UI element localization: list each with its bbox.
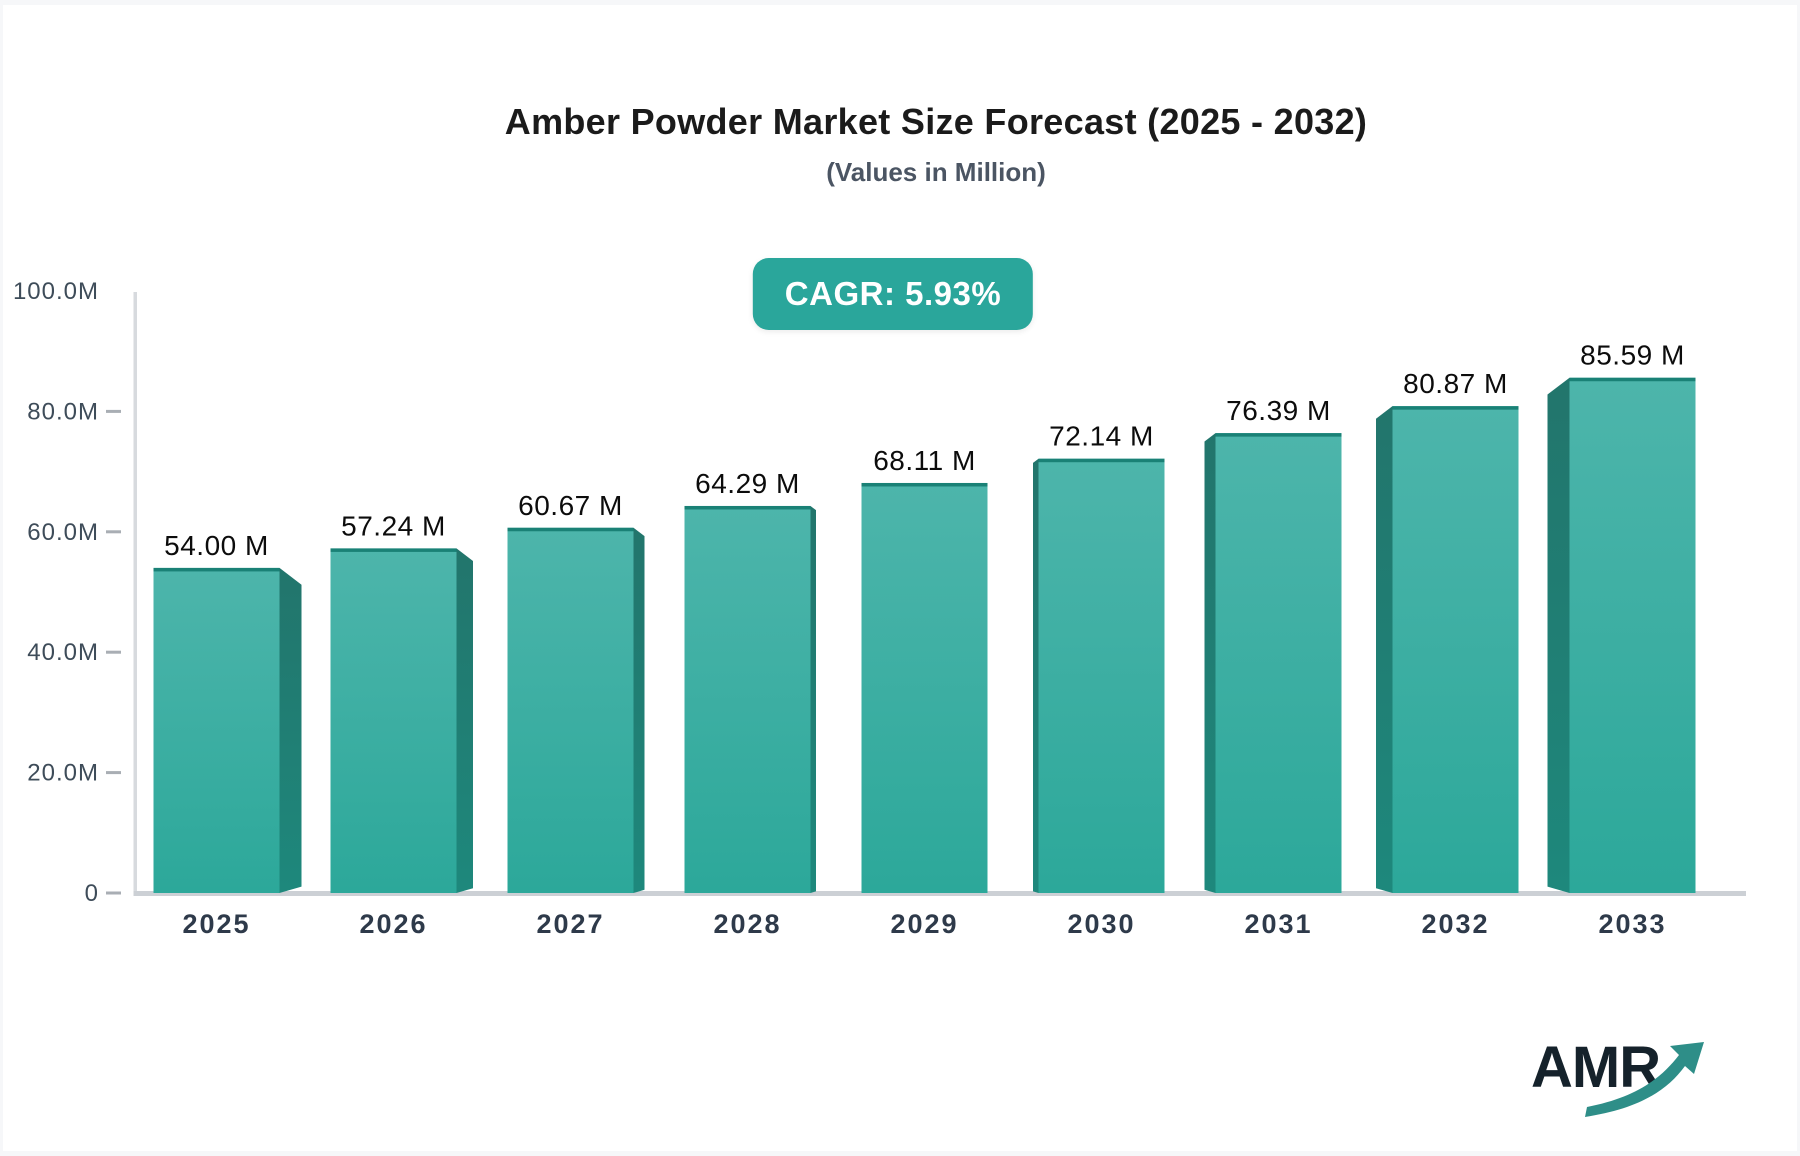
amr-logo: AMR <box>1531 1039 1704 1117</box>
bar-group-2029: 68.11 M 2029 <box>861 445 988 939</box>
x-axis-category-label: 2028 <box>713 909 781 939</box>
logo-text: AMR <box>1531 1035 1661 1100</box>
bar-value-label: 68.11 M <box>873 445 976 476</box>
bar-value-label: 76.39 M <box>1226 395 1331 426</box>
bar-top-edge <box>1215 433 1342 437</box>
bar-side-face <box>1376 406 1393 893</box>
bar-value-label: 60.67 M <box>518 490 623 521</box>
chart-card: 100.0M 80.0M 60.0M 40.0M 20.0M 0 54.00 M 2025 57… <box>3 5 1797 1151</box>
bar-side-face <box>279 567 302 893</box>
x-axis-category-label: 2033 <box>1598 909 1666 939</box>
bar-front-face <box>684 505 811 893</box>
y-axis: 100.0M 80.0M 60.0M 40.0M 20.0M 0 <box>13 278 1746 907</box>
bar-front-face <box>1569 377 1696 894</box>
bar-value-label: 80.87 M <box>1403 368 1508 399</box>
y-axis-tick-label: 0 <box>85 880 99 907</box>
bar-front-face <box>1215 433 1342 893</box>
bar-front-face <box>153 567 280 893</box>
bar-value-label: 57.24 M <box>341 510 446 541</box>
bar-front-face <box>1038 458 1165 893</box>
bar-top-edge <box>330 548 457 552</box>
y-axis-tick-label: 20.0M <box>27 760 99 787</box>
bar-top-edge <box>507 527 634 532</box>
bar-top-edge <box>1569 377 1696 382</box>
x-axis-category-label: 2029 <box>890 909 958 939</box>
bar-top-edge <box>684 505 811 510</box>
x-axis-category-label: 2031 <box>1244 909 1312 939</box>
cagr-badge: CAGR: 5.93% <box>752 258 1034 330</box>
y-axis-tick-mark <box>106 530 121 534</box>
y-axis-tick-label: 40.0M <box>27 639 99 666</box>
y-axis-tick-mark <box>106 891 121 895</box>
y-axis-tick-label: 80.0M <box>27 398 99 425</box>
bar-front-face <box>1392 406 1519 893</box>
bar-side-face <box>1204 433 1216 893</box>
x-axis-category-label: 2025 <box>182 909 250 939</box>
bar-group-2032: 80.87 M 2032 <box>1376 368 1519 939</box>
bar-front-face <box>330 548 457 893</box>
x-axis-category-label: 2026 <box>359 909 427 939</box>
y-axis-tick-mark <box>106 650 121 654</box>
y-axis-tick-label: 100.0M <box>13 278 99 305</box>
bar-top-edge <box>861 482 988 487</box>
bar-chart-canvas: 100.0M 80.0M 60.0M 40.0M 20.0M 0 54.00 M 2025 57… <box>13 278 1746 939</box>
upward-trend-arrow-icon <box>1585 1042 1704 1117</box>
bar-side-face <box>1033 458 1039 893</box>
bar-group-2028: 64.29 M 2028 <box>684 468 816 939</box>
chart-title: Amber Powder Market Size Forecast (2025 … <box>504 101 1368 142</box>
bar-value-label: 85.59 M <box>1580 340 1685 371</box>
bar-top-edge <box>1392 406 1519 410</box>
bar-group-2030: 72.14 M 2030 <box>1033 421 1165 939</box>
bar-group-2027: 60.67 M 2027 <box>507 490 645 939</box>
bar-top-edge <box>1038 458 1165 463</box>
bar-group-2033: 85.59 M 2033 <box>1547 340 1696 939</box>
bar-side-face <box>810 505 816 893</box>
bar-side-face <box>1547 377 1570 894</box>
y-axis-tick-label: 60.0M <box>27 519 99 546</box>
bar-group-2031: 76.39 M 2031 <box>1204 395 1342 939</box>
bar-top-edge <box>153 567 280 572</box>
bar-front-face <box>861 482 988 893</box>
bar-value-label: 54.00 M <box>164 530 269 561</box>
y-axis-tick-mark <box>106 409 121 413</box>
chart-subtitle: (Values in Million) <box>826 157 1046 187</box>
bar-side-face <box>456 548 473 893</box>
x-axis-category-label: 2030 <box>1067 909 1135 939</box>
bar-group-2025: 54.00 M 2025 <box>153 530 302 939</box>
bar-side-face <box>633 527 645 893</box>
cagr-badge-label: CAGR: 5.93% <box>784 275 1002 312</box>
x-axis-category-label: 2027 <box>536 909 604 939</box>
chart-header: Amber Powder Market Size Forecast (2025 … <box>336 101 1536 188</box>
bar-value-label: 64.29 M <box>695 468 800 499</box>
x-axis-category-label: 2032 <box>1421 909 1489 939</box>
bar-group-2026: 57.24 M 2026 <box>330 510 473 939</box>
y-axis-tick-mark <box>106 771 121 775</box>
bar-front-face <box>507 527 634 893</box>
bar-value-label: 72.14 M <box>1049 421 1154 452</box>
